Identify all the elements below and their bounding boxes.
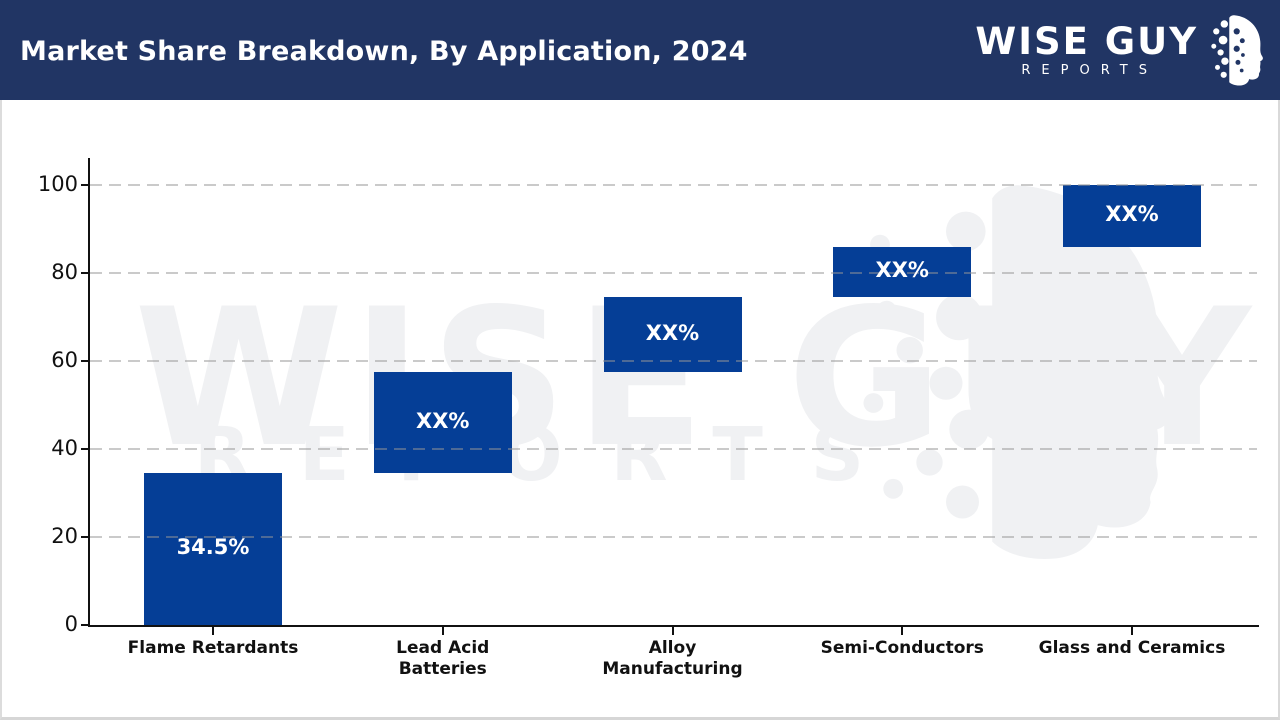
bar-value-label: XX% xyxy=(416,408,470,433)
y-tick-mark xyxy=(81,624,89,626)
y-tick-label: 100 xyxy=(37,172,78,196)
y-tick-label: 80 xyxy=(51,260,78,284)
watermark-subtitle: REPORTS xyxy=(194,412,913,498)
x-category-label-line: Flame Retardants xyxy=(127,638,299,658)
x-category-label: Semi-Conductors xyxy=(787,638,1017,659)
x-axis xyxy=(88,625,1259,627)
header: Market Share Breakdown, By Application, … xyxy=(0,0,1280,100)
bar-segment xyxy=(603,297,742,372)
x-category-label: Alloy Manufacturing xyxy=(558,638,788,680)
bar-segment xyxy=(833,246,972,298)
x-category-label-line: Lead Acid xyxy=(396,638,490,658)
wiseguy-logo: WISE GUY REPORTS xyxy=(975,8,1264,92)
gridline xyxy=(90,360,1257,362)
y-tick-mark xyxy=(81,536,89,538)
bar-segment xyxy=(144,473,282,625)
gridline xyxy=(90,272,1257,274)
bar-value-label: 34.5% xyxy=(176,535,250,560)
x-tick-mark xyxy=(441,626,444,635)
logo-subtitle: REPORTS xyxy=(1021,62,1158,78)
bar-segment xyxy=(373,372,512,474)
x-category-label-line: Batteries xyxy=(398,659,487,679)
x-tick-mark xyxy=(212,626,214,635)
logo-text: WISE GUY REPORTS xyxy=(975,19,1198,78)
y-tick-mark xyxy=(81,448,89,450)
bar-value-label: XX% xyxy=(645,320,700,345)
y-tick-mark xyxy=(81,184,89,186)
watermark-head-icon xyxy=(863,185,1172,559)
gridline xyxy=(90,184,1257,186)
x-tick-mark xyxy=(671,626,674,635)
bar-value-label: XX% xyxy=(875,257,929,282)
x-category-label-line: Glass and Ceramics xyxy=(1038,638,1226,658)
bar-value-label: XX% xyxy=(1105,201,1159,226)
x-category-label-line: Semi-Conductors xyxy=(820,638,984,658)
x-category-label: Glass and Ceramics xyxy=(1017,638,1247,659)
page-title: Market Share Breakdown, By Application, … xyxy=(20,36,748,67)
y-tick-mark xyxy=(81,272,89,274)
y-tick-label: 40 xyxy=(51,436,78,460)
x-tick-mark xyxy=(901,626,904,635)
x-category-label-line: Manufacturing xyxy=(602,659,743,679)
gridline xyxy=(90,536,1257,538)
y-tick-label: 0 xyxy=(64,612,78,636)
y-tick-label: 60 xyxy=(51,348,78,372)
y-axis xyxy=(88,158,90,627)
x-category-label: Lead Acid Batteries xyxy=(328,638,558,680)
x-category-label: Flame Retardants xyxy=(98,638,328,659)
x-category-label-line: Alloy xyxy=(648,638,697,658)
bar-segment xyxy=(1063,185,1201,247)
y-tick-mark xyxy=(81,360,89,362)
x-tick-mark xyxy=(1131,626,1133,635)
y-tick-label: 20 xyxy=(51,524,78,548)
logo-wordmark: WISE GUY xyxy=(975,19,1198,63)
gridline xyxy=(90,448,1257,450)
logo-head-icon xyxy=(1211,15,1263,86)
